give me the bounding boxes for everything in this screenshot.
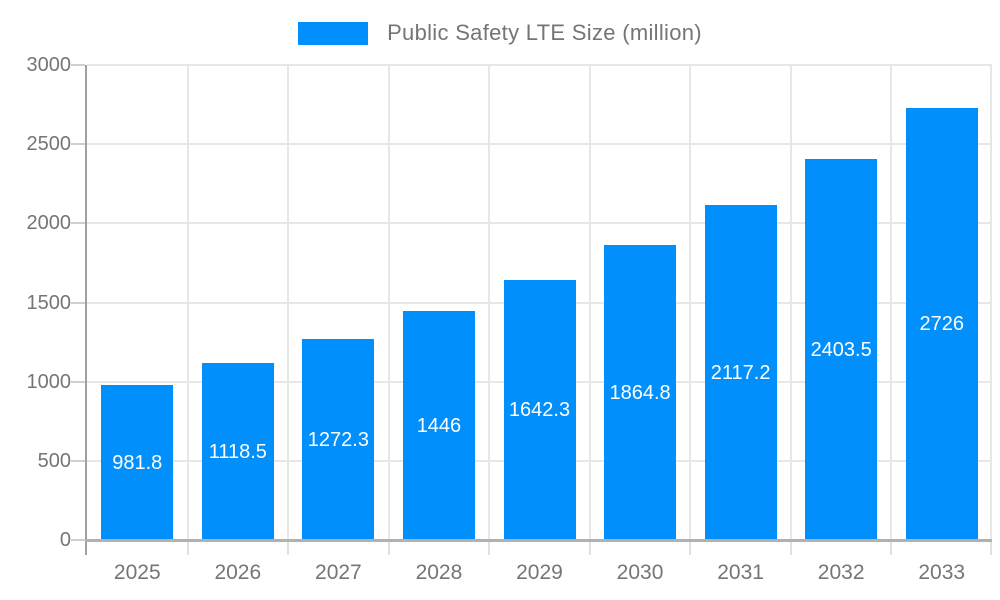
y-axis-labels: 0 500 1000 1500 2000 2500 3000 [0,54,72,551]
legend[interactable]: Public Safety LTE Size (million) [0,18,1000,48]
gridline-v [488,65,491,540]
gridline-v [990,65,992,540]
plot-area: 981.8 1118.5 1272.3 1446 1642.3 1864.8 2117.2 2… [71,64,992,555]
bar-2032[interactable]: 2403.5 [805,159,878,540]
x-tick-mark [789,540,792,555]
x-axis-tick-label: 2030 [616,561,664,584]
gridline-v [890,65,893,540]
bar-2027[interactable]: 1272.3 [302,339,375,540]
y-tick-mark [71,539,85,541]
bar-2030[interactable]: 1864.8 [604,245,677,540]
y-tick-mark [71,380,85,383]
x-tick-mark [186,540,189,555]
y-axis-tick-label: 1000 [26,370,72,393]
y-tick-mark [71,301,85,304]
legend-label: Public Safety LTE Size (million) [387,20,702,45]
y-axis-line [85,65,87,555]
bar-value-label: 1446 [416,414,462,437]
gridline-h [87,64,992,66]
x-tick-mark [287,540,290,555]
y-tick-mark [71,222,85,225]
y-axis-tick-label: 3000 [26,54,72,76]
x-tick-mark [588,540,591,555]
gridline-v [186,65,189,540]
bar-value-label: 981.8 [112,451,163,474]
x-axis-tick-label: 2031 [717,561,764,584]
y-tick-mark [71,143,85,146]
x-tick-mark [689,540,692,555]
y-tick-mark [71,459,85,462]
x-axis-tick-label: 2033 [918,561,966,584]
y-axis-tick-label: 2500 [26,133,72,156]
bar-2033[interactable]: 2726 [905,108,978,540]
x-axis-tick-label: 2026 [214,561,262,584]
bar-value-label: 2403.5 [810,338,872,361]
x-axis-tick-label: 2028 [415,561,463,584]
gridline-h [87,222,992,225]
x-axis-tick-label: 2029 [516,561,563,584]
x-axis-labels: 2025 2026 2027 2028 2029 2030 2031 2032 2033 [87,558,992,590]
bar-2031[interactable]: 2117.2 [704,205,777,540]
gridline-v [689,65,692,540]
bar-2025[interactable]: 981.8 [101,385,174,540]
bar-value-label: 1864.8 [609,381,671,404]
legend-swatch-icon [298,21,369,45]
x-axis-tick-label: 2025 [113,561,161,584]
x-axis-tick-label: 2032 [817,561,865,584]
x-tick-mark [488,540,491,555]
bar-value-label: 1118.5 [208,440,267,463]
gridline-v [789,65,792,540]
bar-2029[interactable]: 1642.3 [503,280,576,540]
y-axis-tick-label: 500 [37,449,71,472]
x-tick-mark [387,540,390,555]
x-axis-tick-label: 2027 [315,561,362,584]
y-axis-tick-label: 1500 [26,291,72,314]
bar-2028[interactable]: 1446 [402,311,475,540]
y-tick-mark [71,64,85,66]
bar-value-label: 1642.3 [508,399,571,421]
x-tick-mark [990,540,992,555]
gridline-h [87,143,992,146]
x-axis-baseline [85,539,992,542]
gridline-v [287,65,290,540]
bar-value-label: 2117.2 [710,361,771,384]
gridline-v [387,65,390,540]
bar-2026[interactable]: 1118.5 [201,363,274,540]
x-tick-mark [890,540,893,555]
bar-value-label: 2726 [919,313,964,335]
y-axis-tick-label: 0 [59,529,71,551]
gridline-v [588,65,591,540]
bar-value-label: 1272.3 [307,428,369,451]
y-axis-tick-label: 2000 [26,212,72,235]
